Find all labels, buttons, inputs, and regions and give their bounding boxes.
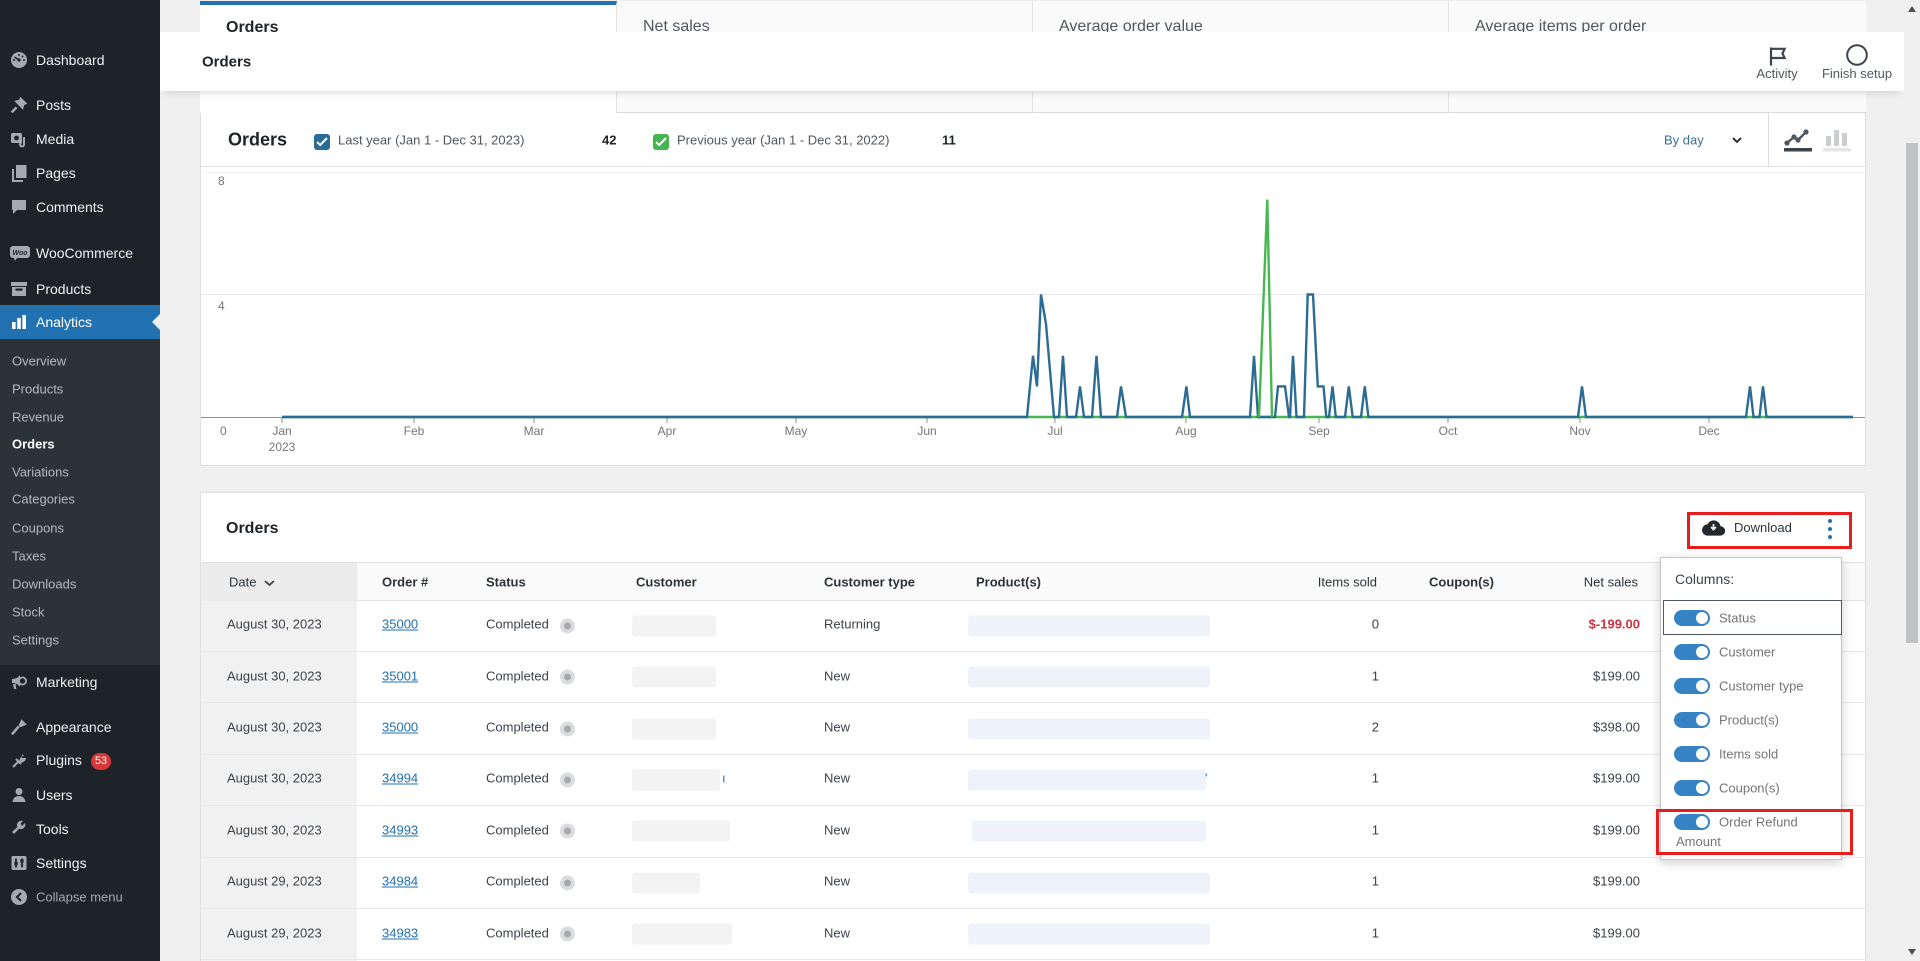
svg-text:Sep: Sep	[1308, 424, 1330, 438]
svg-text:Mar: Mar	[524, 424, 545, 438]
svg-text:Apr: Apr	[658, 424, 677, 438]
svg-text:Aug: Aug	[1175, 424, 1196, 438]
svg-text:Oct: Oct	[1439, 424, 1458, 438]
svg-text:Feb: Feb	[404, 424, 425, 438]
svg-text:8: 8	[218, 174, 225, 188]
svg-text:0: 0	[220, 424, 227, 438]
svg-text:Jul: Jul	[1047, 424, 1062, 438]
svg-text:Jun: Jun	[917, 424, 936, 438]
svg-text:Woo: Woo	[12, 250, 28, 257]
svg-text:Dec: Dec	[1698, 424, 1719, 438]
svg-text:Nov: Nov	[1569, 424, 1590, 438]
svg-text:Jan: Jan	[272, 424, 291, 438]
svg-text:May: May	[785, 424, 808, 438]
svg-text:2023: 2023	[269, 440, 296, 454]
svg-text:4: 4	[218, 299, 225, 313]
